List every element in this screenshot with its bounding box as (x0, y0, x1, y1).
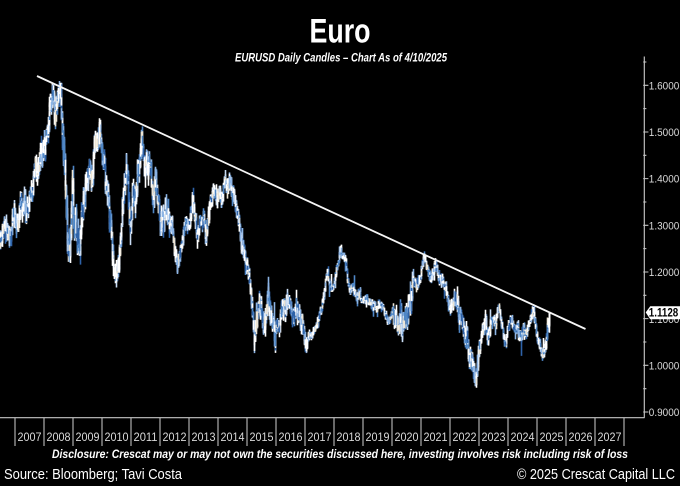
svg-text:1.3000: 1.3000 (649, 220, 680, 232)
svg-text:2027: 2027 (598, 430, 622, 444)
svg-text:2010: 2010 (105, 430, 129, 444)
svg-text:2013: 2013 (192, 430, 216, 444)
svg-text:© 2025 Crescat Capital LLC: © 2025 Crescat Capital LLC (517, 466, 675, 483)
svg-text:1.2000: 1.2000 (649, 267, 680, 279)
svg-text:2018: 2018 (337, 430, 361, 444)
svg-text:2025: 2025 (540, 430, 564, 444)
svg-text:1.1128: 1.1128 (649, 306, 679, 320)
svg-text:0.9000: 0.9000 (649, 407, 680, 419)
svg-text:2019: 2019 (366, 430, 390, 444)
svg-text:2024: 2024 (511, 430, 535, 444)
svg-text:2016: 2016 (279, 430, 303, 444)
svg-text:1.6000: 1.6000 (649, 80, 680, 92)
svg-text:1.4000: 1.4000 (649, 174, 680, 186)
svg-text:Disclosure: Crescat may or may: Disclosure: Crescat may or may not own t… (52, 447, 628, 461)
svg-text:2014: 2014 (221, 430, 245, 444)
svg-text:2026: 2026 (569, 430, 593, 444)
svg-text:2023: 2023 (482, 430, 506, 444)
svg-text:2011: 2011 (134, 430, 158, 444)
svg-text:Source: Bloomberg; Tavi Costa: Source: Bloomberg; Tavi Costa (4, 466, 183, 483)
svg-text:EURUSD Daily Candles – Chart A: EURUSD Daily Candles – Chart As of 4/10/… (235, 51, 447, 65)
svg-text:2008: 2008 (47, 430, 71, 444)
svg-text:2012: 2012 (163, 430, 187, 444)
svg-text:Euro: Euro (310, 12, 371, 50)
svg-text:2017: 2017 (308, 430, 332, 444)
svg-text:2007: 2007 (18, 430, 42, 444)
svg-text:2022: 2022 (453, 430, 477, 444)
svg-text:1.5000: 1.5000 (649, 127, 680, 139)
svg-text:2015: 2015 (250, 430, 274, 444)
svg-text:2021: 2021 (424, 430, 448, 444)
svg-text:1.0000: 1.0000 (649, 360, 680, 372)
svg-text:2009: 2009 (76, 430, 100, 444)
svg-text:2020: 2020 (395, 430, 419, 444)
